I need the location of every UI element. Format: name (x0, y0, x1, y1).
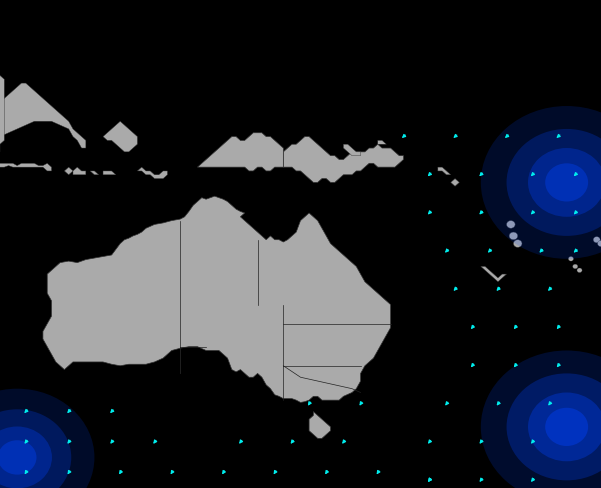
Polygon shape (73, 167, 86, 175)
Circle shape (593, 237, 600, 243)
Polygon shape (283, 137, 403, 183)
Polygon shape (103, 171, 116, 175)
Circle shape (577, 268, 582, 273)
Polygon shape (309, 411, 331, 438)
Circle shape (597, 241, 601, 246)
Polygon shape (0, 76, 4, 152)
Circle shape (507, 221, 515, 228)
Polygon shape (103, 122, 138, 152)
Polygon shape (138, 167, 168, 179)
Polygon shape (64, 167, 73, 175)
Polygon shape (43, 196, 391, 403)
Polygon shape (0, 83, 86, 148)
Circle shape (509, 232, 517, 240)
Polygon shape (451, 179, 459, 186)
Circle shape (481, 106, 601, 259)
Circle shape (545, 408, 588, 446)
Circle shape (528, 148, 601, 217)
Circle shape (528, 392, 601, 461)
Circle shape (0, 409, 72, 488)
Circle shape (507, 373, 601, 480)
Polygon shape (438, 167, 451, 175)
Polygon shape (0, 152, 52, 171)
Circle shape (545, 163, 588, 202)
Text: Arrows show the wind wave direction: Arrows show the wind wave direction (184, 28, 417, 41)
Polygon shape (481, 266, 507, 282)
Text: Secondary Swell energy on Saturday 07 Dec at 7am AEST: Secondary Swell energy on Saturday 07 De… (47, 4, 554, 22)
Polygon shape (90, 171, 99, 175)
Circle shape (513, 240, 522, 247)
Circle shape (507, 129, 601, 236)
Circle shape (0, 440, 37, 475)
Circle shape (481, 350, 601, 488)
Circle shape (0, 388, 94, 488)
Circle shape (573, 264, 578, 269)
Polygon shape (378, 141, 386, 144)
Circle shape (569, 257, 573, 261)
Polygon shape (343, 144, 361, 156)
Polygon shape (198, 133, 283, 171)
Circle shape (0, 427, 52, 488)
